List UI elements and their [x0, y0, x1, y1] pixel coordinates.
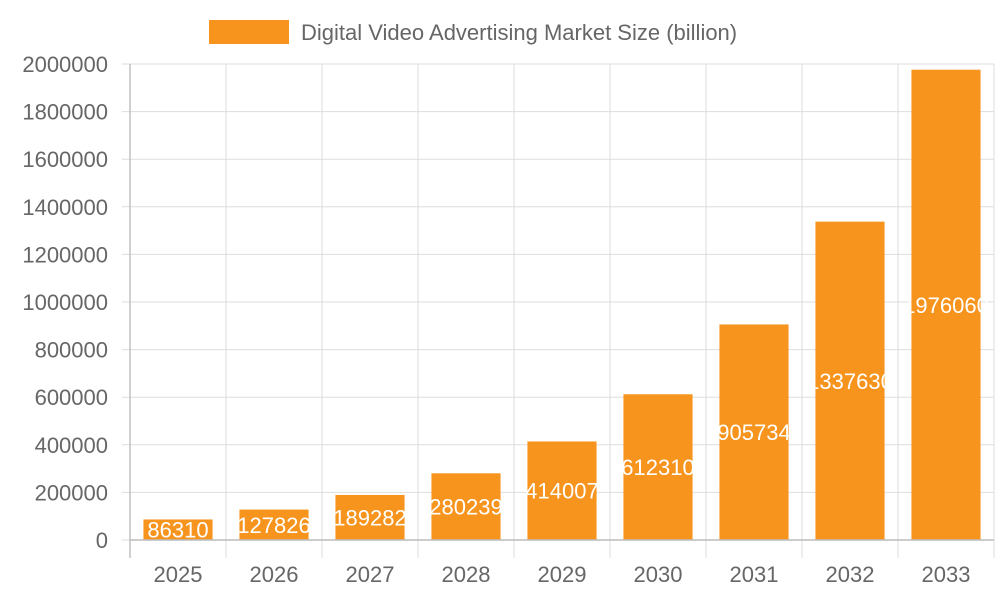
- grid-layer: [122, 63, 995, 558]
- y-tick-label: 200000: [35, 480, 108, 505]
- y-tick-label: 2000000: [22, 52, 108, 77]
- y-tick-label: 1600000: [22, 147, 108, 172]
- y-tick-label: 1000000: [22, 290, 108, 315]
- data-labels-layer: 86310 127826 189282 280239 414007 612310 90573…: [147, 293, 988, 543]
- x-tick-label: 2026: [250, 562, 299, 587]
- x-tick-label: 2029: [538, 562, 587, 587]
- y-tick-label: 800000: [35, 338, 108, 363]
- bar-data-label: 612310: [621, 455, 694, 480]
- bar[interactable]: [719, 324, 789, 540]
- y-tick-label: 400000: [35, 433, 108, 458]
- y-tick-label: 1800000: [22, 100, 108, 125]
- x-tick-label: 2031: [730, 562, 779, 587]
- y-tick-label: 1400000: [22, 195, 108, 220]
- bar[interactable]: [527, 441, 597, 540]
- legend[interactable]: Digital Video Advertising Market Size (b…: [209, 20, 737, 45]
- y-tick-label: 1200000: [22, 242, 108, 267]
- bar[interactable]: [239, 509, 309, 540]
- y-tick-label: 600000: [35, 385, 108, 410]
- x-tick-label: 2025: [154, 562, 203, 587]
- bar-data-label: 280239: [429, 495, 502, 520]
- axes-layer: 0 200000 400000 600000 800000 1000000 1200000 1…: [22, 52, 994, 587]
- bar[interactable]: [431, 473, 501, 540]
- bar[interactable]: [815, 221, 885, 541]
- bar-data-label: 414007: [525, 479, 598, 504]
- legend-label[interactable]: Digital Video Advertising Market Size (b…: [301, 20, 737, 45]
- bar-data-label: 905734: [717, 420, 790, 445]
- y-tick-label: 0: [96, 528, 108, 553]
- x-tick-label: 2033: [922, 562, 971, 587]
- bar[interactable]: [143, 519, 213, 540]
- bar[interactable]: [911, 69, 981, 540]
- x-tick-label: 2032: [826, 562, 875, 587]
- bar-data-label: 1337630: [807, 369, 893, 394]
- bars-layer: [143, 69, 981, 541]
- x-tick-label: 2030: [634, 562, 683, 587]
- bar[interactable]: [335, 494, 405, 540]
- x-tick-label: 2028: [442, 562, 491, 587]
- bar[interactable]: [623, 394, 693, 540]
- bar-data-label: 1976060: [903, 293, 989, 318]
- legend-swatch[interactable]: [209, 20, 289, 44]
- bar-data-label: 189282: [333, 505, 406, 530]
- bar-data-label: 86310: [147, 518, 208, 543]
- x-tick-label: 2027: [346, 562, 395, 587]
- bar-data-label: 127826: [237, 513, 310, 538]
